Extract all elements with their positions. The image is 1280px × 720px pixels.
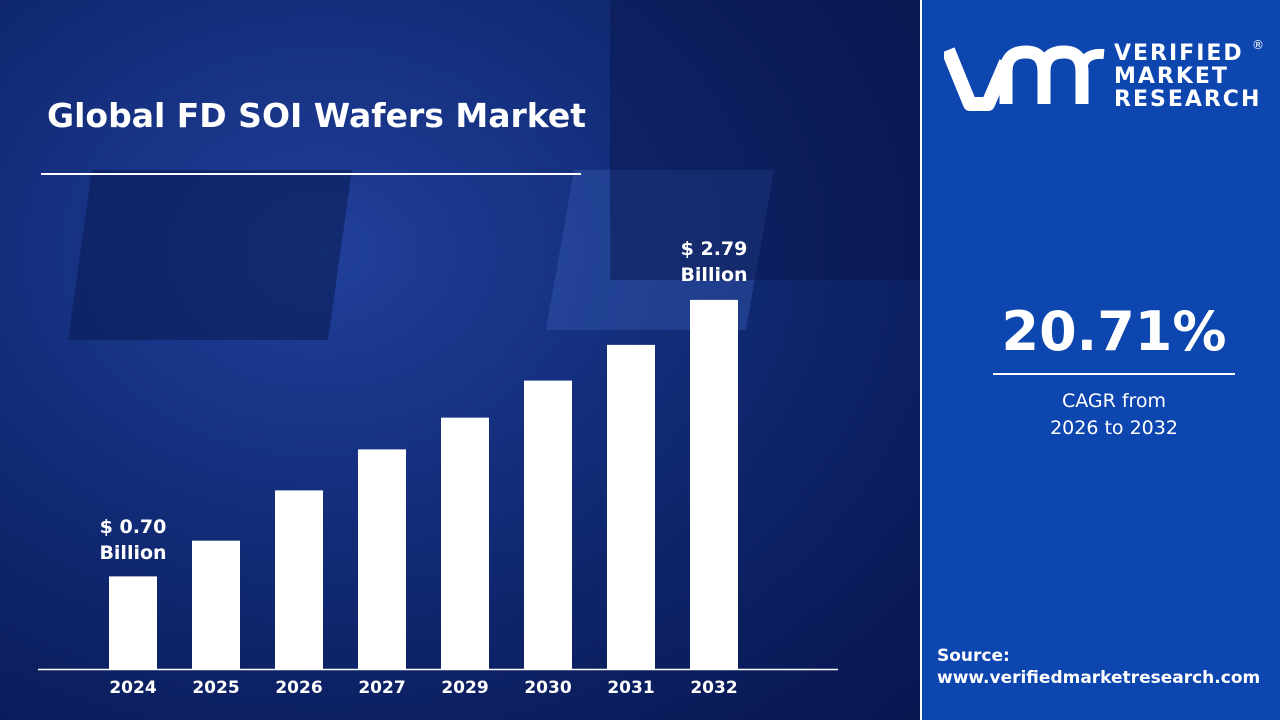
bar-2026 (275, 490, 323, 669)
registered-mark: ® (1252, 38, 1264, 52)
vmr-logo-icon (944, 45, 1105, 111)
chart-title: Global FD SOI Wafers Market (47, 96, 587, 135)
x-tick-2031: 2031 (607, 678, 654, 698)
cagr-value: 20.71% (1001, 300, 1227, 363)
cagr-description: CAGR from 2026 to 2032 (1050, 390, 1178, 439)
source-url[interactable]: www.verifiedmarketresearch.com (937, 668, 1261, 688)
bar-2032 (690, 299, 738, 669)
cagr-divider (993, 373, 1235, 375)
bar-2027 (358, 449, 406, 669)
bar-2025 (192, 540, 240, 669)
data-label-2032: $ 2.79 Billion (680, 238, 748, 286)
source-label: Source: (937, 646, 1010, 666)
bar-2029 (441, 417, 489, 669)
source: Source: www.verifiedmarketresearch.com (937, 645, 1260, 689)
brand-name: VERIFIED MARKET RESEARCH (1114, 41, 1262, 112)
x-tick-2024: 2024 (109, 678, 156, 698)
bar-2031 (607, 344, 655, 669)
x-tick-2025: 2025 (192, 678, 239, 698)
bar-chart: 2024 2025 2026 2027 2029 2030 2031 2032 (0, 0, 920, 720)
side-panel (922, 0, 1280, 720)
bar-2024 (109, 576, 157, 669)
x-tick-2029: 2029 (441, 678, 488, 698)
data-label-2024: $ 0.70 Billion (99, 516, 167, 564)
x-tick-2027: 2027 (358, 678, 405, 698)
bar-2030 (524, 380, 572, 669)
x-tick-2032: 2032 (690, 678, 737, 698)
x-tick-2026: 2026 (275, 678, 322, 698)
x-tick-2030: 2030 (524, 678, 571, 698)
title-divider (41, 173, 581, 175)
